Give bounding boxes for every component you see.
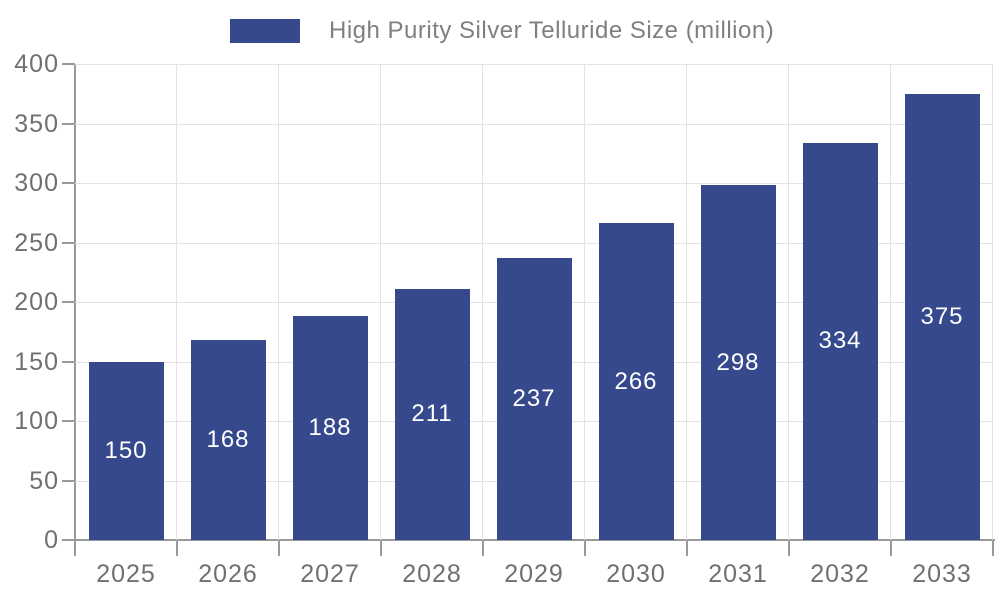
x-axis-tick <box>176 540 178 556</box>
gridline-vertical <box>686 64 687 540</box>
gridline-vertical <box>482 64 483 540</box>
bar-value-label: 168 <box>206 426 250 454</box>
bar-value-label: 266 <box>614 367 658 395</box>
x-tick-label: 2025 <box>96 560 156 588</box>
y-tick-label: 150 <box>14 347 59 376</box>
bar-2026[interactable]: 168 <box>190 340 266 540</box>
bar-2027[interactable]: 188 <box>292 316 368 540</box>
bar-value-label: 375 <box>920 302 964 330</box>
legend[interactable]: High Purity Silver Telluride Size (milli… <box>230 17 775 44</box>
y-tick-label: 50 <box>29 466 59 495</box>
bar-value-label: 211 <box>411 400 453 428</box>
gridline-vertical <box>890 64 891 540</box>
bar-value-label: 150 <box>104 436 148 464</box>
bar-2029[interactable]: 237 <box>496 257 572 540</box>
x-tick-label: 2031 <box>708 560 768 588</box>
y-tick-label: 250 <box>14 228 59 257</box>
x-tick-label: 2027 <box>300 560 360 588</box>
gridline-vertical <box>278 64 279 540</box>
bar-value-label: 298 <box>716 348 760 376</box>
gridline-vertical <box>176 64 177 540</box>
y-tick-label: 100 <box>14 407 59 435</box>
y-tick-label: 0 <box>44 526 59 554</box>
x-axis-tick <box>890 540 892 556</box>
gridline-horizontal <box>75 242 993 244</box>
bar-2028[interactable]: 211 <box>394 288 470 540</box>
bar-2031[interactable]: 298 <box>700 185 776 540</box>
y-axis-tick <box>62 301 75 303</box>
gridline-vertical <box>992 64 993 540</box>
y-tick-label: 300 <box>14 169 59 197</box>
x-axis-tick <box>74 540 76 556</box>
x-tick-label: 2026 <box>198 560 258 588</box>
y-axis-tick <box>62 63 75 65</box>
bar-2025[interactable]: 150 <box>88 361 164 540</box>
gridline-vertical <box>380 64 381 540</box>
bar-2032[interactable]: 334 <box>802 142 878 540</box>
y-axis-tick <box>62 122 75 125</box>
legend-label: High Purity Silver Telluride Size (milli… <box>329 17 775 44</box>
y-tick-label: 200 <box>14 288 59 316</box>
x-axis-tick <box>278 540 280 556</box>
gridline-vertical <box>788 64 789 540</box>
x-axis-tick <box>584 540 586 556</box>
x-axis-tick <box>686 540 688 556</box>
gridline-vertical <box>584 64 585 540</box>
x-tick-label: 2028 <box>402 560 462 588</box>
y-axis-tick <box>62 241 75 244</box>
bar-2033[interactable]: 375 <box>904 93 980 540</box>
x-axis-tick <box>992 540 994 556</box>
y-axis-tick <box>62 479 75 482</box>
gridline-horizontal <box>75 123 993 125</box>
legend-swatch <box>230 19 300 43</box>
y-axis-tick <box>62 360 75 363</box>
x-axis-tick <box>380 540 382 556</box>
bar-value-label: 334 <box>818 327 862 355</box>
x-axis-line <box>74 539 995 541</box>
x-axis-tick <box>788 540 790 556</box>
y-tick-label: 400 <box>14 50 59 78</box>
y-axis-line <box>74 64 76 542</box>
x-tick-label: 2029 <box>504 560 564 588</box>
x-tick-label: 2032 <box>810 560 870 588</box>
x-tick-label: 2030 <box>606 560 666 588</box>
x-tick-label: 2033 <box>912 560 972 588</box>
bar-value-label: 188 <box>308 414 352 442</box>
bar-value-label: 237 <box>512 384 556 412</box>
gridline-horizontal <box>75 64 993 65</box>
x-axis-tick <box>482 540 484 556</box>
bar-2030[interactable]: 266 <box>598 223 674 540</box>
y-tick-label: 350 <box>14 109 59 138</box>
y-axis-tick <box>62 420 75 422</box>
y-axis-tick <box>62 539 75 541</box>
gridline-horizontal <box>75 183 993 184</box>
y-axis-tick <box>62 182 75 184</box>
